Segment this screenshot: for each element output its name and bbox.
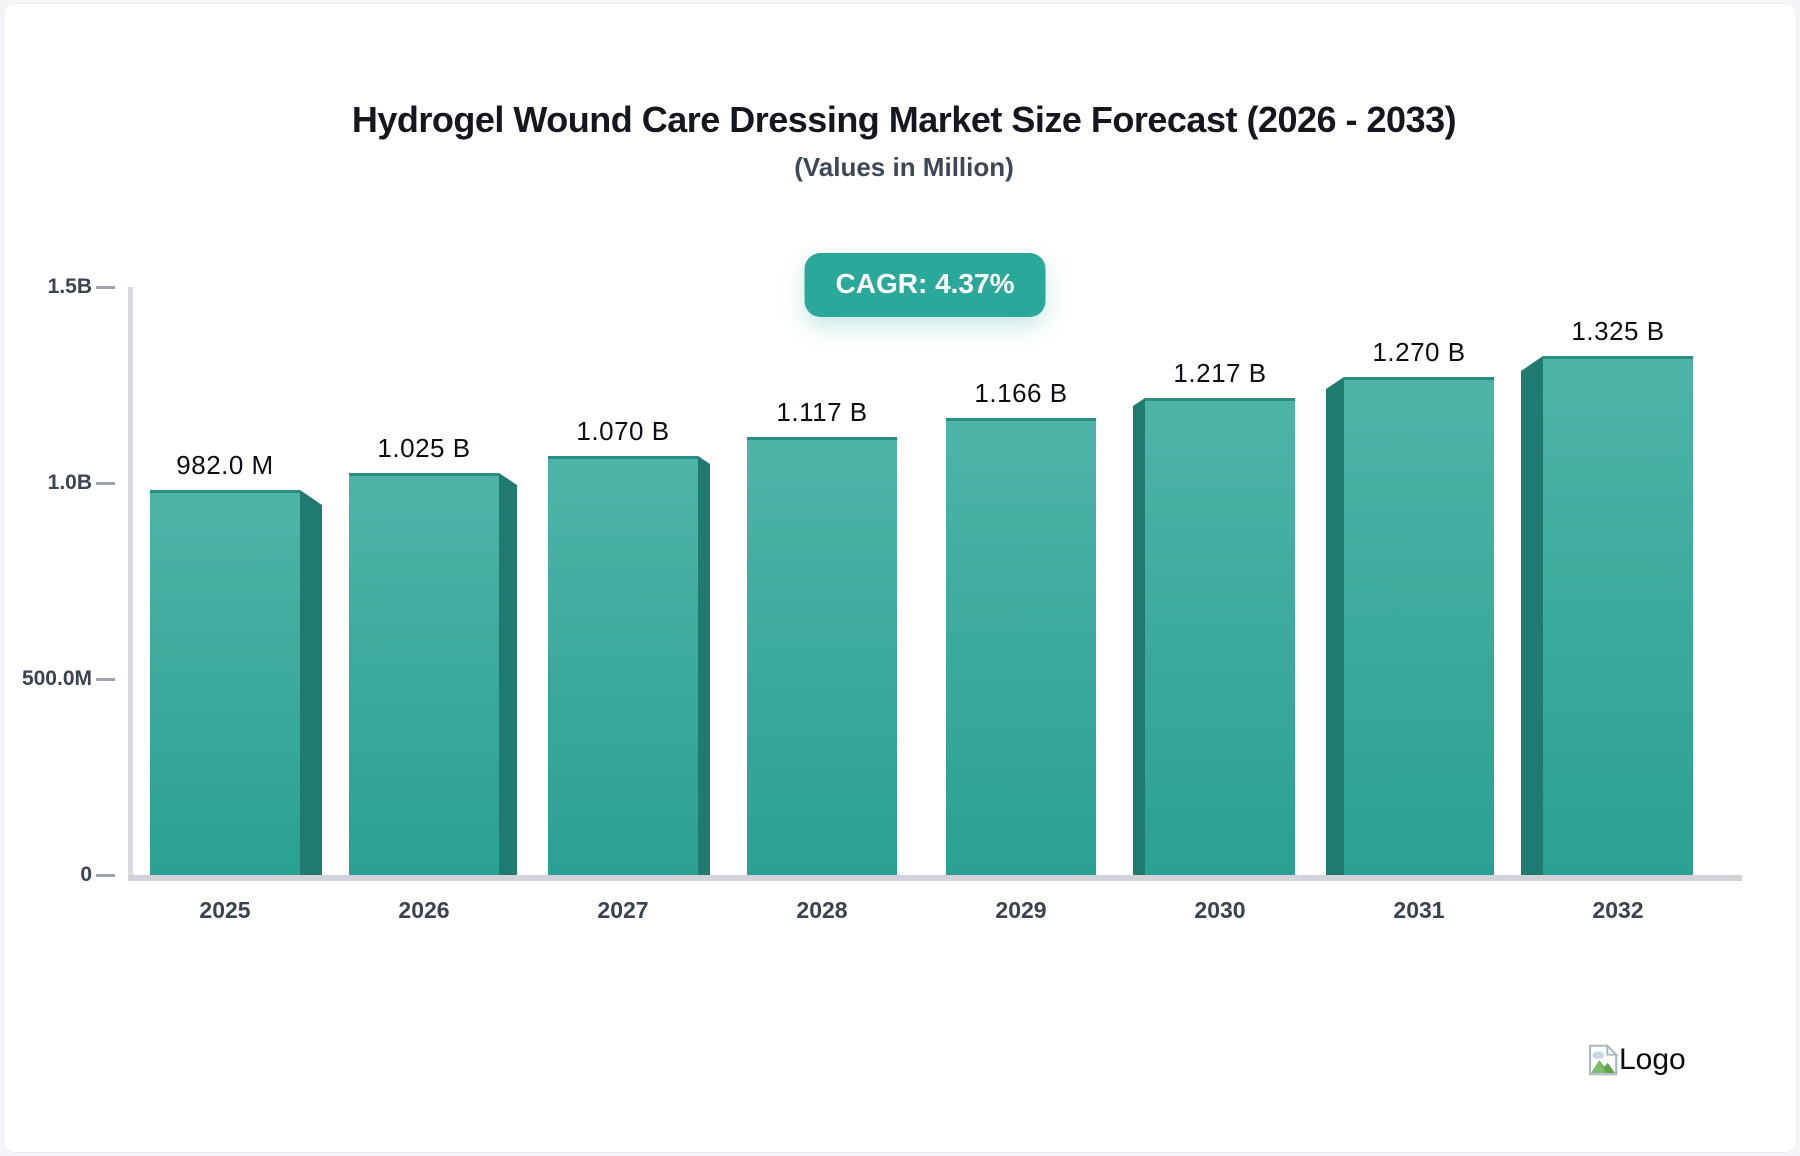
y-tick-label: 1.0B: [47, 471, 92, 494]
bar-face[interactable]: [946, 418, 1096, 875]
bar-2028[interactable]: 1.117 B 2028: [747, 397, 897, 923]
logo-text: Logo: [1619, 1043, 1686, 1076]
bar-value-label: 1.070 B: [576, 416, 670, 446]
y-tick-label: 0: [80, 863, 92, 886]
y-tick-dash: [96, 482, 115, 485]
y-tick-dash: [96, 874, 115, 877]
x-axis-label: 2030: [1194, 897, 1246, 923]
x-axis-label: 2029: [995, 897, 1047, 923]
y-tick-dash: [96, 678, 115, 681]
bar-face[interactable]: [150, 490, 300, 875]
logo: Logo: [1584, 1042, 1686, 1078]
x-axis-label: 2026: [398, 897, 450, 923]
bar-3d-side: [698, 456, 710, 875]
bar-face[interactable]: [747, 437, 897, 875]
bar-2029[interactable]: 1.166 B 2029: [946, 378, 1096, 923]
y-tick-dash: [96, 286, 115, 289]
bar-2026[interactable]: 1.025 B 2026: [349, 433, 517, 923]
bar-2031[interactable]: 1.270 B 2031: [1326, 337, 1494, 923]
bar-value-label: 1.025 B: [377, 433, 471, 463]
bar-3d-side: [499, 473, 517, 875]
bar-value-label: 982.0 M: [176, 450, 274, 480]
y-tick-label: 1.5B: [47, 275, 92, 298]
chart-subtitle: (Values in Million): [794, 152, 1014, 182]
bar-value-label: 1.166 B: [974, 378, 1068, 408]
bar-face[interactable]: [1145, 398, 1295, 875]
y-axis-line: [128, 287, 133, 881]
bar-value-label: 1.270 B: [1372, 337, 1466, 367]
bar-3d-side: [1133, 398, 1145, 875]
chart-title: Hydrogel Wound Care Dressing Market Size…: [351, 99, 1457, 140]
x-axis-label: 2027: [597, 897, 649, 923]
bar-3d-side: [1521, 356, 1543, 875]
x-axis-label: 2031: [1393, 897, 1445, 923]
bar-3d-side: [1326, 377, 1344, 875]
bar-3d-side: [300, 490, 322, 875]
bar-face[interactable]: [548, 456, 698, 875]
bar-2027[interactable]: 1.070 B 2027: [548, 416, 710, 923]
x-axis-line: [128, 875, 1742, 881]
y-tick-label: 500.0M: [21, 667, 92, 690]
bar-face[interactable]: [349, 473, 499, 875]
chart-card: Hydrogel Wound Care Dressing Market Size…: [4, 4, 1796, 1152]
x-axis-label: 2032: [1592, 897, 1644, 923]
bar-value-label: 1.217 B: [1173, 358, 1267, 388]
bar-2025[interactable]: 982.0 M 2025: [150, 450, 322, 923]
bar-value-label: 1.117 B: [776, 397, 868, 427]
x-axis-label: 2028: [796, 897, 848, 923]
broken-image-icon: [1588, 1043, 1619, 1076]
x-axis-label: 2025: [199, 897, 251, 923]
bar-face[interactable]: [1344, 377, 1494, 875]
bar-value-label: 1.325 B: [1571, 316, 1665, 346]
bar-face[interactable]: [1543, 356, 1693, 875]
bar-2030[interactable]: 1.217 B 2030: [1133, 358, 1295, 923]
cagr-badge: CAGR: 4.37%: [804, 253, 1046, 317]
bar-2032[interactable]: 1.325 B 2032: [1521, 316, 1693, 923]
